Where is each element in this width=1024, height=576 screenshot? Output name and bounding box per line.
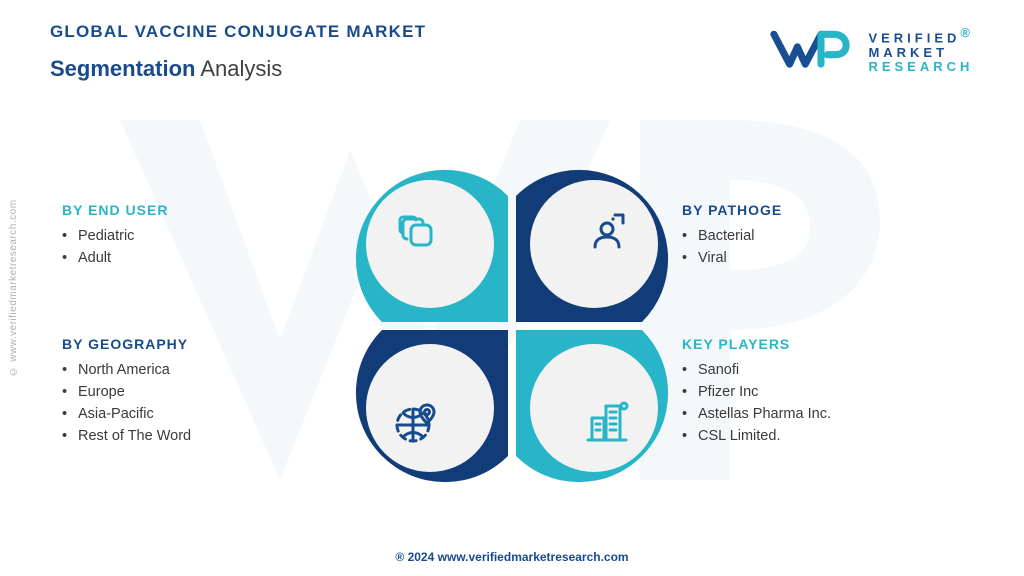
logo-line1: VERIFIED® [868, 26, 974, 46]
list-item: Bacterial [682, 228, 782, 244]
list-item: Pfizer Inc [682, 384, 831, 400]
segment-title: BY GEOGRAPHY [62, 336, 342, 352]
content-area: BY END USER Pediatric Adult BY GEOGRAPHY… [0, 120, 1024, 532]
segment-title: BY END USER [62, 202, 342, 218]
list-item: Viral [682, 250, 782, 266]
segment-title: BY PATHOGE [682, 202, 782, 218]
list-item: Rest of The Word [62, 428, 342, 444]
segment-list: North America Europe Asia-Pacific Rest o… [62, 362, 342, 444]
subtitle-strong: Segmentation [50, 56, 195, 81]
subtitle-rest: Analysis [195, 56, 282, 81]
logo-line2: MARKET [868, 46, 974, 60]
list-item: Europe [62, 384, 342, 400]
person-focus-icon [577, 201, 637, 261]
stack-icon [387, 201, 447, 261]
header: GLOBAL VACCINE CONJUGATE MARKET Segmenta… [0, 0, 1024, 82]
list-item: Pediatric [62, 228, 342, 244]
list-item: Astellas Pharma Inc. [682, 406, 831, 422]
segment-list: Bacterial Viral [682, 228, 782, 266]
segment-list: Sanofi Pfizer Inc Astellas Pharma Inc. C… [682, 362, 831, 444]
page-title: GLOBAL VACCINE CONJUGATE MARKET [50, 22, 426, 42]
left-column: BY END USER Pediatric Adult BY GEOGRAPHY… [62, 202, 342, 450]
petal-diagram [342, 156, 682, 496]
list-item: CSL Limited. [682, 428, 831, 444]
logo-text: VERIFIED® MARKET RESEARCH [868, 26, 974, 74]
logo-line3: RESEARCH [868, 60, 974, 74]
logo-mark-icon [770, 28, 850, 72]
page-subtitle: Segmentation Analysis [50, 56, 426, 82]
globe-pin-icon [387, 391, 447, 451]
brand-logo: VERIFIED® MARKET RESEARCH [770, 26, 974, 74]
list-item: North America [62, 362, 342, 378]
right-column: BY PATHOGE Bacterial Viral KEY PLAYERS S… [682, 202, 962, 450]
buildings-icon [577, 391, 637, 451]
segment-pathogen: BY PATHOGE Bacterial Viral [682, 202, 782, 272]
footer-copyright: ® 2024 www.verifiedmarketresearch.com [0, 550, 1024, 564]
segment-key-players: KEY PLAYERS Sanofi Pfizer Inc Astellas P… [682, 336, 831, 450]
segment-list: Pediatric Adult [62, 228, 342, 266]
list-item: Asia-Pacific [62, 406, 342, 422]
segment-title: KEY PLAYERS [682, 336, 831, 352]
segment-geography: BY GEOGRAPHY North America Europe Asia-P… [62, 336, 342, 450]
list-item: Adult [62, 250, 342, 266]
list-item: Sanofi [682, 362, 831, 378]
segment-end-user: BY END USER Pediatric Adult [62, 202, 342, 272]
